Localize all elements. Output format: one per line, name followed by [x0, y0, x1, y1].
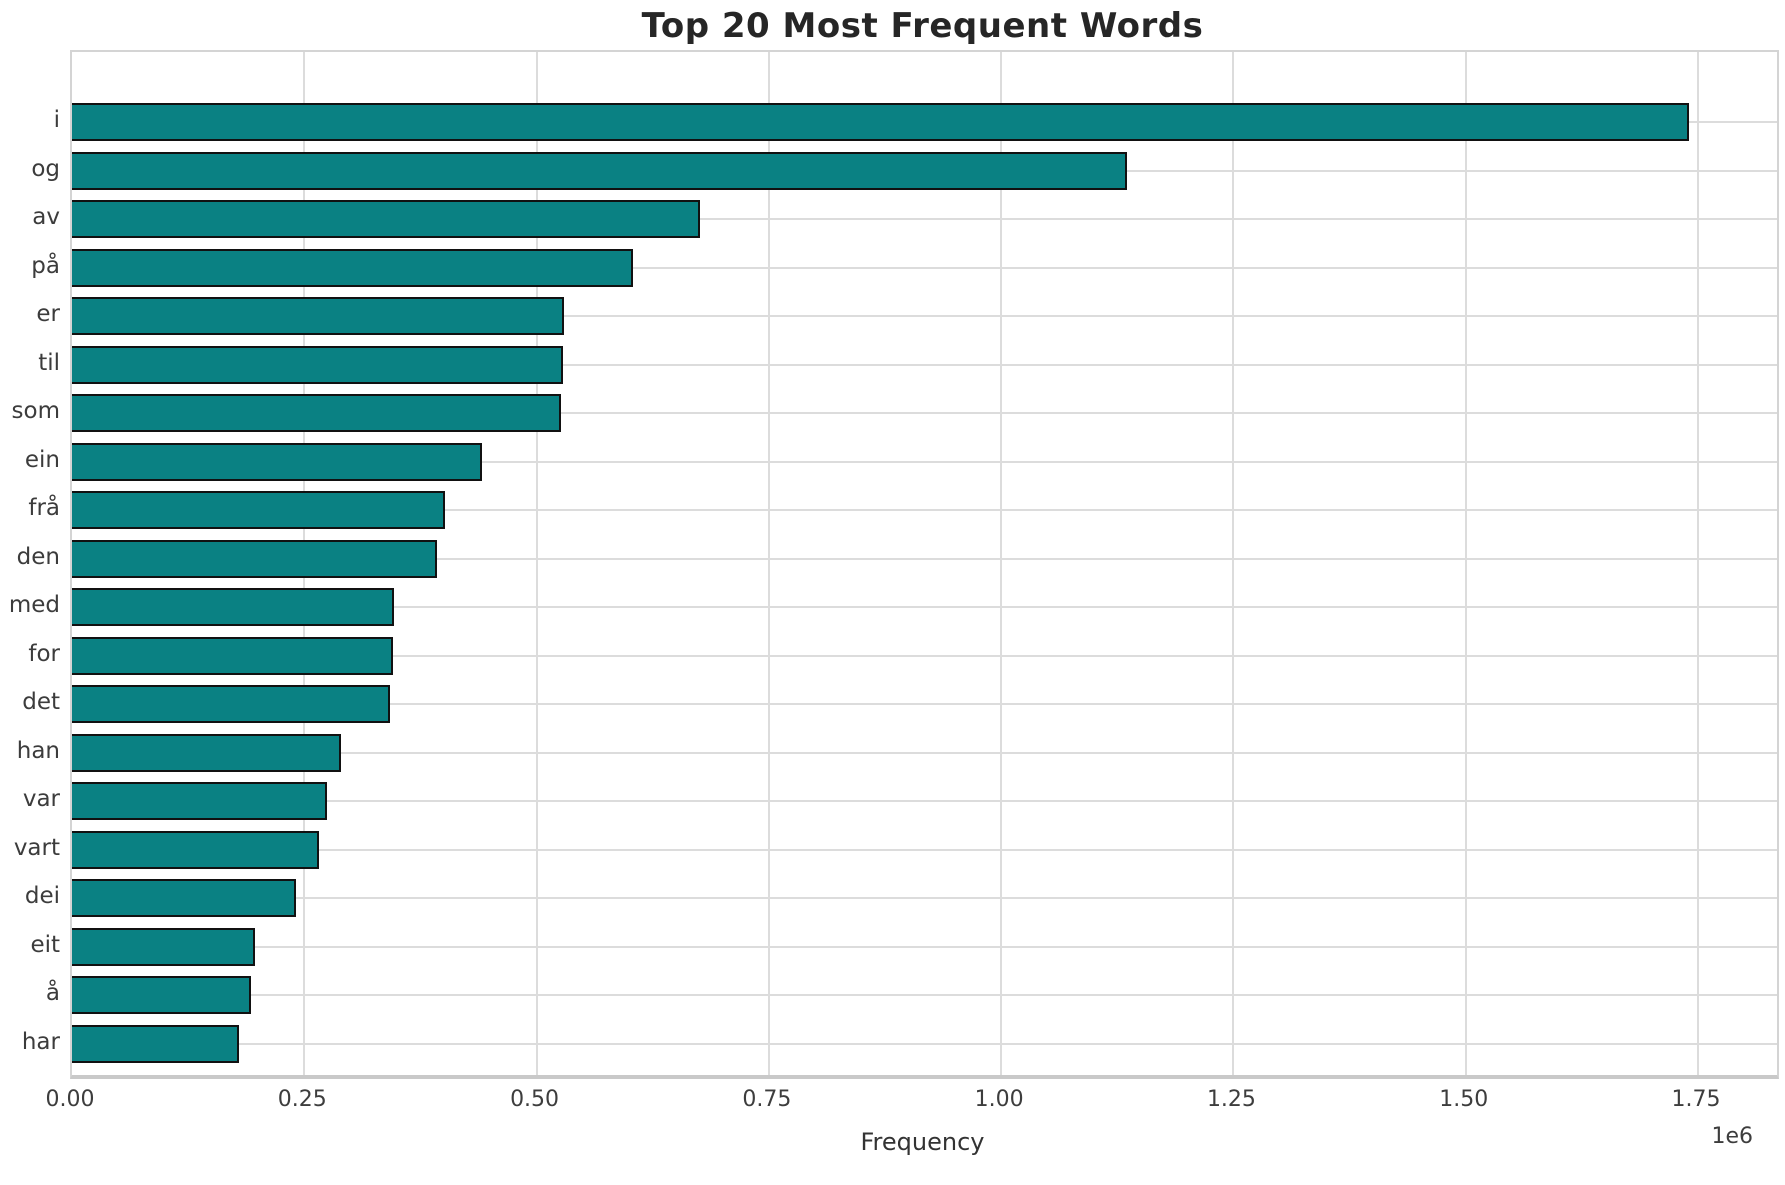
- y-gridline-for: [72, 654, 1777, 657]
- y-tick-label-å: å: [45, 980, 60, 1006]
- bar-eit: [72, 927, 256, 966]
- y-gridline-som: [72, 412, 1777, 414]
- x-tick-label-0.25: 0.25: [277, 1087, 327, 1112]
- y-gridline-til: [72, 363, 1777, 366]
- bar-har: [72, 1024, 240, 1063]
- axis-multiplier-label: 1e6: [1711, 1124, 1753, 1149]
- x-tick-label-0.75: 0.75: [742, 1087, 792, 1112]
- bar-av: [72, 200, 701, 238]
- y-tick-label-på: på: [31, 252, 60, 279]
- y-tick-label-frå: frå: [28, 495, 60, 521]
- x-gridline-1.75: [1697, 52, 1700, 1075]
- bar-på: [72, 248, 634, 287]
- bar-var: [72, 782, 327, 820]
- y-gridline-ein: [72, 460, 1777, 463]
- y-gridline-av: [72, 218, 1777, 220]
- y-tick-label-og: og: [31, 155, 60, 182]
- y-gridline-frå: [72, 509, 1777, 511]
- y-gridline-var: [72, 800, 1777, 802]
- y-tick-label-i: i: [53, 107, 60, 133]
- x-tick-label-0.00: 0.00: [45, 1087, 95, 1112]
- chart-title: Top 20 Most Frequent Words: [641, 6, 1204, 46]
- bar-han: [72, 733, 342, 772]
- x-tick-label-1.25: 1.25: [1206, 1087, 1256, 1112]
- y-tick-label-som: som: [11, 398, 60, 424]
- y-gridline-det: [72, 703, 1777, 705]
- y-gridline-har: [72, 1042, 1777, 1045]
- y-gridline-eit: [72, 945, 1777, 948]
- bar-det: [72, 685, 390, 723]
- x-axis-title: Frequency: [860, 1128, 985, 1156]
- y-tick-label-var: var: [22, 786, 60, 812]
- bar-dei: [72, 879, 296, 917]
- y-tick-label-er: er: [36, 301, 60, 327]
- x-gridline-1.25: [1232, 52, 1235, 1075]
- y-gridline-på: [72, 266, 1777, 269]
- plot-area: [70, 50, 1779, 1079]
- x-tick-label-0.50: 0.50: [510, 1087, 560, 1112]
- y-tick-label-vart: vart: [13, 834, 60, 861]
- y-tick-label-av: av: [32, 204, 60, 230]
- bar-den: [72, 539, 438, 578]
- bar-for: [72, 636, 393, 675]
- bar-frå: [72, 491, 445, 529]
- x-gridline-1.00: [1000, 52, 1003, 1075]
- y-gridline-den: [72, 557, 1777, 560]
- bar-ein: [72, 442, 482, 481]
- y-tick-label-med: med: [8, 592, 60, 618]
- x-tick-label-1.00: 1.00: [974, 1087, 1024, 1112]
- bar-som: [72, 394, 561, 432]
- y-tick-label-den: den: [16, 543, 60, 570]
- y-tick-label-har: har: [21, 1028, 60, 1055]
- y-tick-label-dei: dei: [24, 883, 60, 909]
- y-tick-label-han: han: [16, 737, 60, 764]
- y-tick-label-for: for: [28, 640, 60, 667]
- y-gridline-med: [72, 606, 1777, 608]
- y-gridline-er: [72, 315, 1777, 317]
- y-gridline-å: [72, 994, 1777, 996]
- y-gridline-han: [72, 751, 1777, 754]
- x-tick-label-1.50: 1.50: [1439, 1087, 1489, 1112]
- bar-å: [72, 976, 252, 1014]
- x-gridline-0.50: [535, 52, 538, 1075]
- y-tick-label-eit: eit: [30, 931, 60, 958]
- y-tick-label-det: det: [22, 689, 60, 715]
- y-gridline-vart: [72, 848, 1777, 851]
- bar-og: [72, 151, 1127, 190]
- bar-vart: [72, 830, 320, 869]
- bar-i: [72, 103, 1689, 141]
- x-tick-label-1.75: 1.75: [1671, 1087, 1721, 1112]
- x-gridline-0.75: [767, 52, 770, 1075]
- y-gridline-dei: [72, 897, 1777, 899]
- y-tick-label-ein: ein: [24, 446, 60, 473]
- x-gridline-1.50: [1464, 52, 1467, 1075]
- y-tick-label-til: til: [38, 349, 60, 376]
- bar-med: [72, 588, 395, 626]
- bar-til: [72, 345, 563, 384]
- bar-er: [72, 297, 565, 335]
